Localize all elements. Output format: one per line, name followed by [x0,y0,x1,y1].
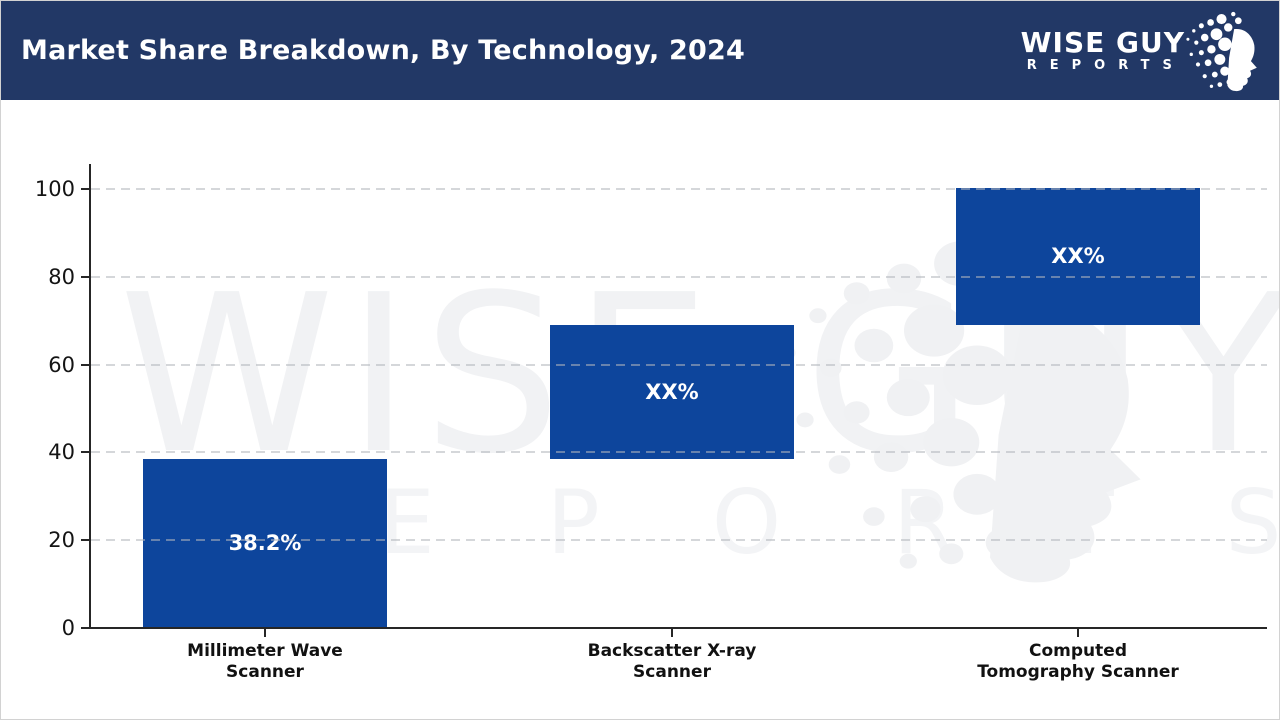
bar: XX% [550,324,794,460]
y-tick-label: 0 [61,616,75,640]
x-tick-mark [1077,629,1079,637]
gridline [91,188,1267,190]
gridline [91,363,1267,366]
bar: 38.2% [143,459,387,627]
page-title: Market Share Breakdown, By Technology, 2… [21,35,746,66]
brand-face-icon [1186,11,1257,91]
y-tick-mark [81,188,89,190]
bar-value-label: XX% [645,380,699,405]
header-banner: Market Share Breakdown, By Technology, 2… [1,1,1279,100]
bar-value-label: XX% [1051,244,1105,269]
x-tick-mark [671,629,673,637]
y-tick-mark [81,275,89,278]
x-axis-line [89,627,1267,629]
brand-name-text: WISE GUY [1020,25,1185,59]
brand-reports-text: REPORTS [1026,57,1185,73]
y-tick-label: 20 [48,528,75,553]
bar-value-label: 38.2% [228,531,302,556]
x-category-label: Backscatter X-ray Scanner [587,641,757,682]
y-tick-label: 60 [48,352,75,377]
gridline [91,451,1267,454]
x-category-label: Computed Tomography Scanner [977,641,1179,682]
gridline [91,539,1267,542]
x-tick-mark [264,629,266,637]
y-tick-label: 100 [34,177,75,201]
y-tick-mark [81,363,89,366]
x-category-label: Millimeter Wave Scanner [187,641,343,682]
y-axis-line [89,164,91,629]
brand-logo: WISE GUY REPORTS [1021,9,1267,93]
y-tick-label: 40 [48,440,75,465]
gridline [91,275,1267,278]
y-tick-label: 80 [48,264,75,289]
y-tick-mark [81,451,89,454]
brand-wordmark: WISE GUY REPORTS [1020,25,1185,74]
bar: XX% [956,188,1200,325]
y-tick-mark [81,627,89,629]
y-tick-mark [81,539,89,542]
